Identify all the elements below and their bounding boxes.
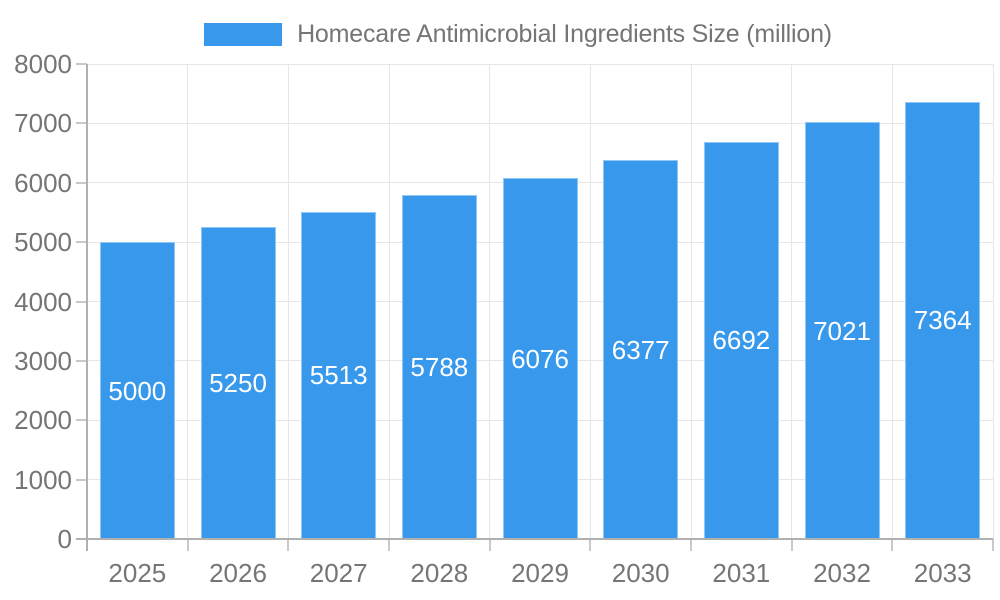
- gridline-vertical: [992, 64, 994, 539]
- y-tick-label: 8000: [14, 49, 72, 79]
- x-tick-mark: [388, 539, 390, 551]
- y-axis-line: [86, 64, 88, 551]
- bar-value-label: 6692: [712, 325, 771, 356]
- y-tick-mark: [76, 122, 87, 125]
- y-tick-mark: [76, 359, 87, 362]
- x-tick-label: 2033: [913, 558, 972, 588]
- bar-value-label: 7021: [813, 315, 871, 346]
- chart-legend[interactable]: Homecare Antimicrobial Ingredients Size …: [18, 20, 1000, 49]
- bar[interactable]: [99, 242, 175, 539]
- y-tick-label: 6000: [14, 167, 72, 198]
- x-tick-mark: [488, 539, 491, 551]
- x-tick-label: 2029: [511, 558, 569, 588]
- x-tick-mark: [992, 539, 994, 551]
- bar-value-label: 6377: [611, 334, 670, 365]
- x-tick-mark: [891, 539, 894, 551]
- bar-value-label: 5513: [309, 360, 368, 391]
- bar-value-label: 6076: [511, 343, 569, 374]
- x-tick-mark: [690, 539, 692, 551]
- bar-value-label: 5000: [108, 375, 167, 406]
- gridline-vertical: [791, 64, 793, 539]
- x-tick-label: 2027: [309, 558, 368, 588]
- y-tick-mark: [76, 478, 87, 481]
- y-tick-label: 3000: [14, 345, 72, 376]
- gridline-horizontal: [87, 63, 993, 65]
- bar[interactable]: [401, 195, 477, 539]
- x-tick-label: 2032: [813, 558, 871, 588]
- x-tick-label: 2025: [108, 558, 167, 588]
- x-tick-mark: [589, 539, 592, 551]
- bar[interactable]: [200, 227, 276, 539]
- legend-label: Homecare Antimicrobial Ingredients Size …: [297, 20, 832, 48]
- x-tick-mark: [287, 539, 290, 551]
- y-tick-mark: [76, 63, 87, 65]
- y-tick-mark: [76, 241, 87, 244]
- y-tick-label: 4000: [14, 286, 72, 317]
- gridline-vertical: [589, 64, 591, 539]
- x-tick-mark: [790, 539, 793, 551]
- bar-value-label: 7364: [913, 305, 972, 336]
- bar-value-label: 5788: [410, 352, 469, 383]
- y-tick-label: 7000: [14, 108, 72, 139]
- y-tick-mark: [76, 181, 87, 184]
- gridline-vertical: [187, 64, 189, 539]
- y-tick-mark: [76, 300, 87, 303]
- bar[interactable]: [703, 141, 779, 539]
- gridline-vertical: [287, 64, 289, 539]
- y-tick-label: 0: [57, 524, 72, 554]
- gridline-horizontal: [87, 122, 993, 124]
- y-tick-label: 5000: [14, 227, 72, 258]
- bar[interactable]: [301, 211, 377, 539]
- gridline-vertical: [690, 64, 692, 539]
- x-tick-label: 2030: [611, 558, 670, 588]
- x-tick-label: 2031: [712, 558, 771, 588]
- x-tick-label: 2028: [410, 558, 469, 588]
- plot-area: 5000 5250 5513 5788 6076 6377 6692 7021 7364: [87, 63, 994, 539]
- bar[interactable]: [905, 101, 981, 539]
- y-tick-label: 2000: [14, 405, 72, 436]
- bar-value-label: 5250: [209, 368, 267, 399]
- y-tick-label: 1000: [14, 464, 72, 495]
- gridline-vertical: [388, 64, 390, 539]
- x-tick-mark: [186, 539, 189, 551]
- x-tick-label: 2026: [209, 558, 267, 588]
- gridline-vertical: [489, 64, 491, 539]
- x-axis-line: [76, 538, 993, 540]
- legend-swatch-icon: [204, 23, 283, 46]
- bar[interactable]: [603, 160, 679, 539]
- gridline-vertical: [891, 64, 893, 539]
- y-tick-mark: [76, 419, 87, 422]
- bar[interactable]: [804, 122, 880, 539]
